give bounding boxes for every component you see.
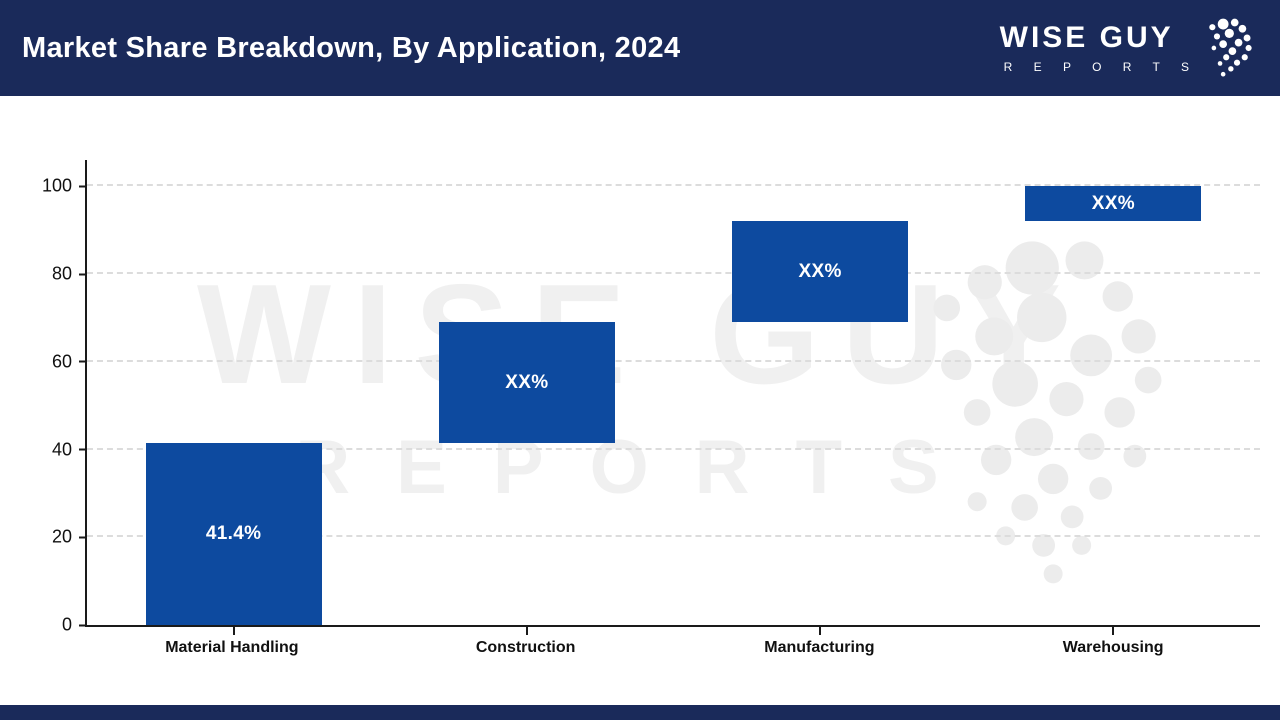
x-axis-label: Warehousing [1062,639,1164,656]
wiseguy-logo: WISE GUY R E P O R T S [1000,15,1254,81]
y-tick-mark [79,185,87,188]
y-tick-label: 0 [61,614,72,635]
bar-material-handling: 41.4% [145,443,322,625]
plot-area: 0 20 40 60 80 100 41.4% XX% XX% XX% [42,160,1260,635]
x-axis-label: Material Handling [165,639,299,656]
logo-text: WISE GUY R E P O R T S [999,20,1198,74]
y-tick-label: 100 [41,175,72,196]
y-tick: 80 [52,264,87,285]
bar-value-label: XX% [798,260,842,282]
y-tick-label: 40 [51,439,72,460]
bar-value-label: XX% [505,371,549,393]
y-tick-mark [79,624,87,626]
chart-area: WISE GUY REPORTS 0 20 40 60 80 100 41.4% XX% XX… [0,96,1280,705]
x-axis-labels: Material Handling Construction Manufacturi… [85,639,1260,657]
logo-subtext: R E P O R T S [1003,59,1198,74]
y-tick-mark [79,360,87,363]
y-tick-label: 20 [51,526,72,547]
bar-slot: 41.4% [87,160,380,625]
y-tick: 40 [52,439,87,460]
bar-slot: XX% [674,160,967,625]
y-tick-mark [79,273,87,276]
bar-value-label: 41.4% [205,523,262,545]
x-axis-label: Construction [475,639,576,656]
bar-value-label: XX% [1091,192,1135,214]
footer-bar [0,705,1280,720]
y-tick: 0 [62,615,87,636]
y-tick-mark [79,536,87,539]
bar-manufacturing: XX% [732,221,909,323]
bar-warehousing: XX% [1025,186,1202,222]
y-tick-label: 60 [51,351,72,372]
y-tick: 20 [52,527,87,548]
y-tick-mark [79,448,87,451]
page-title: Market Share Breakdown, By Application, … [22,31,681,64]
bar-series: 41.4% XX% XX% XX% [87,160,1260,625]
y-tick: 100 [42,176,87,197]
logo-head-icon [1209,18,1252,77]
bar-slot: XX% [967,160,1260,625]
y-axis: 0 20 40 60 80 100 [42,160,1260,635]
logo-wordmark: WISE GUY [999,20,1174,54]
y-tick-label: 80 [51,263,72,284]
bar-construction: XX% [438,322,615,444]
header-bar: Market Share Breakdown, By Application, … [0,0,1280,96]
bar-slot: XX% [380,160,673,625]
x-axis-label: Manufacturing [764,639,875,656]
y-tick: 60 [52,351,87,372]
